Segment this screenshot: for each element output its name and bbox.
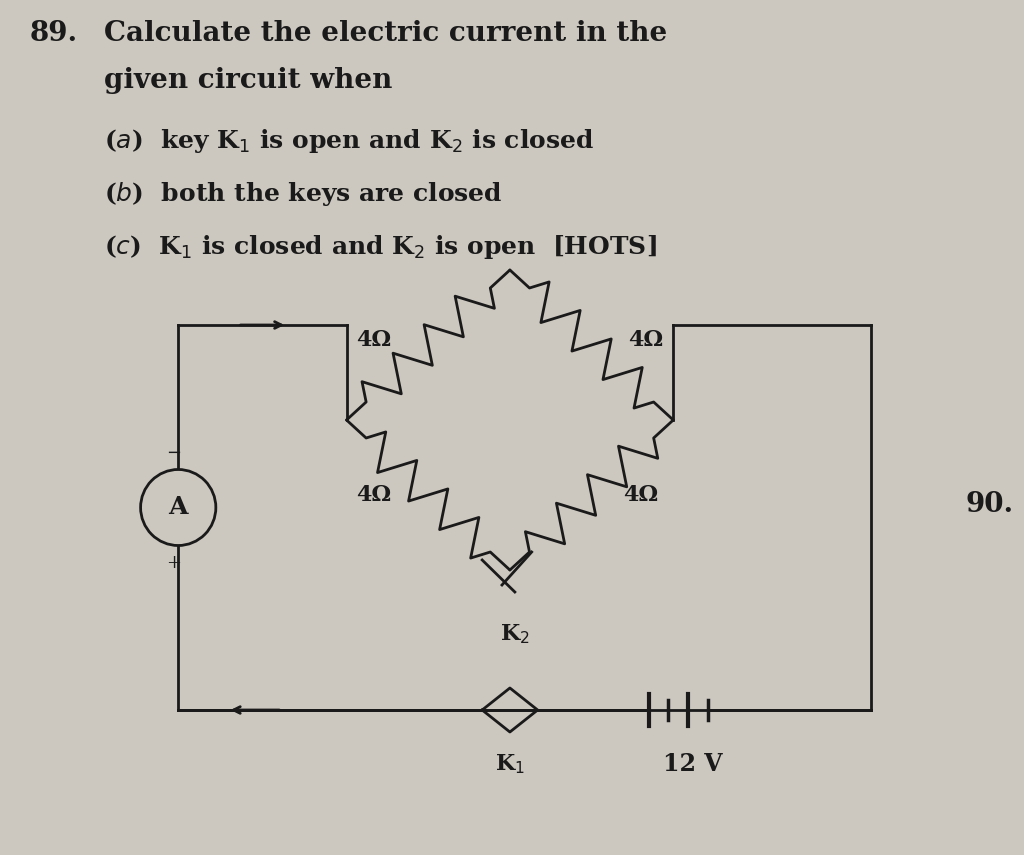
- Text: ($b$)  both the keys are closed: ($b$) both the keys are closed: [104, 180, 503, 208]
- Text: 90.: 90.: [966, 492, 1014, 518]
- Text: 12 V: 12 V: [664, 752, 723, 776]
- Circle shape: [140, 469, 216, 545]
- Text: A: A: [169, 496, 188, 520]
- Text: ($c$)  K$_1$ is closed and K$_2$ is open  [HOTS]: ($c$) K$_1$ is closed and K$_2$ is open …: [104, 233, 656, 261]
- Text: Calculate the electric current in the: Calculate the electric current in the: [104, 20, 668, 47]
- Text: 89.: 89.: [30, 20, 78, 47]
- Text: −: −: [166, 444, 181, 462]
- Text: 4Ω: 4Ω: [356, 329, 391, 351]
- Text: 4Ω: 4Ω: [356, 484, 391, 506]
- Text: K$_2$: K$_2$: [500, 622, 529, 646]
- Text: K$_1$: K$_1$: [495, 752, 525, 775]
- Text: 4Ω: 4Ω: [629, 329, 664, 351]
- Text: given circuit when: given circuit when: [104, 67, 392, 94]
- Text: 4Ω: 4Ω: [624, 484, 658, 506]
- Text: +: +: [166, 553, 181, 571]
- Text: ($a$)  key K$_1$ is open and K$_2$ is closed: ($a$) key K$_1$ is open and K$_2$ is clo…: [104, 127, 594, 155]
